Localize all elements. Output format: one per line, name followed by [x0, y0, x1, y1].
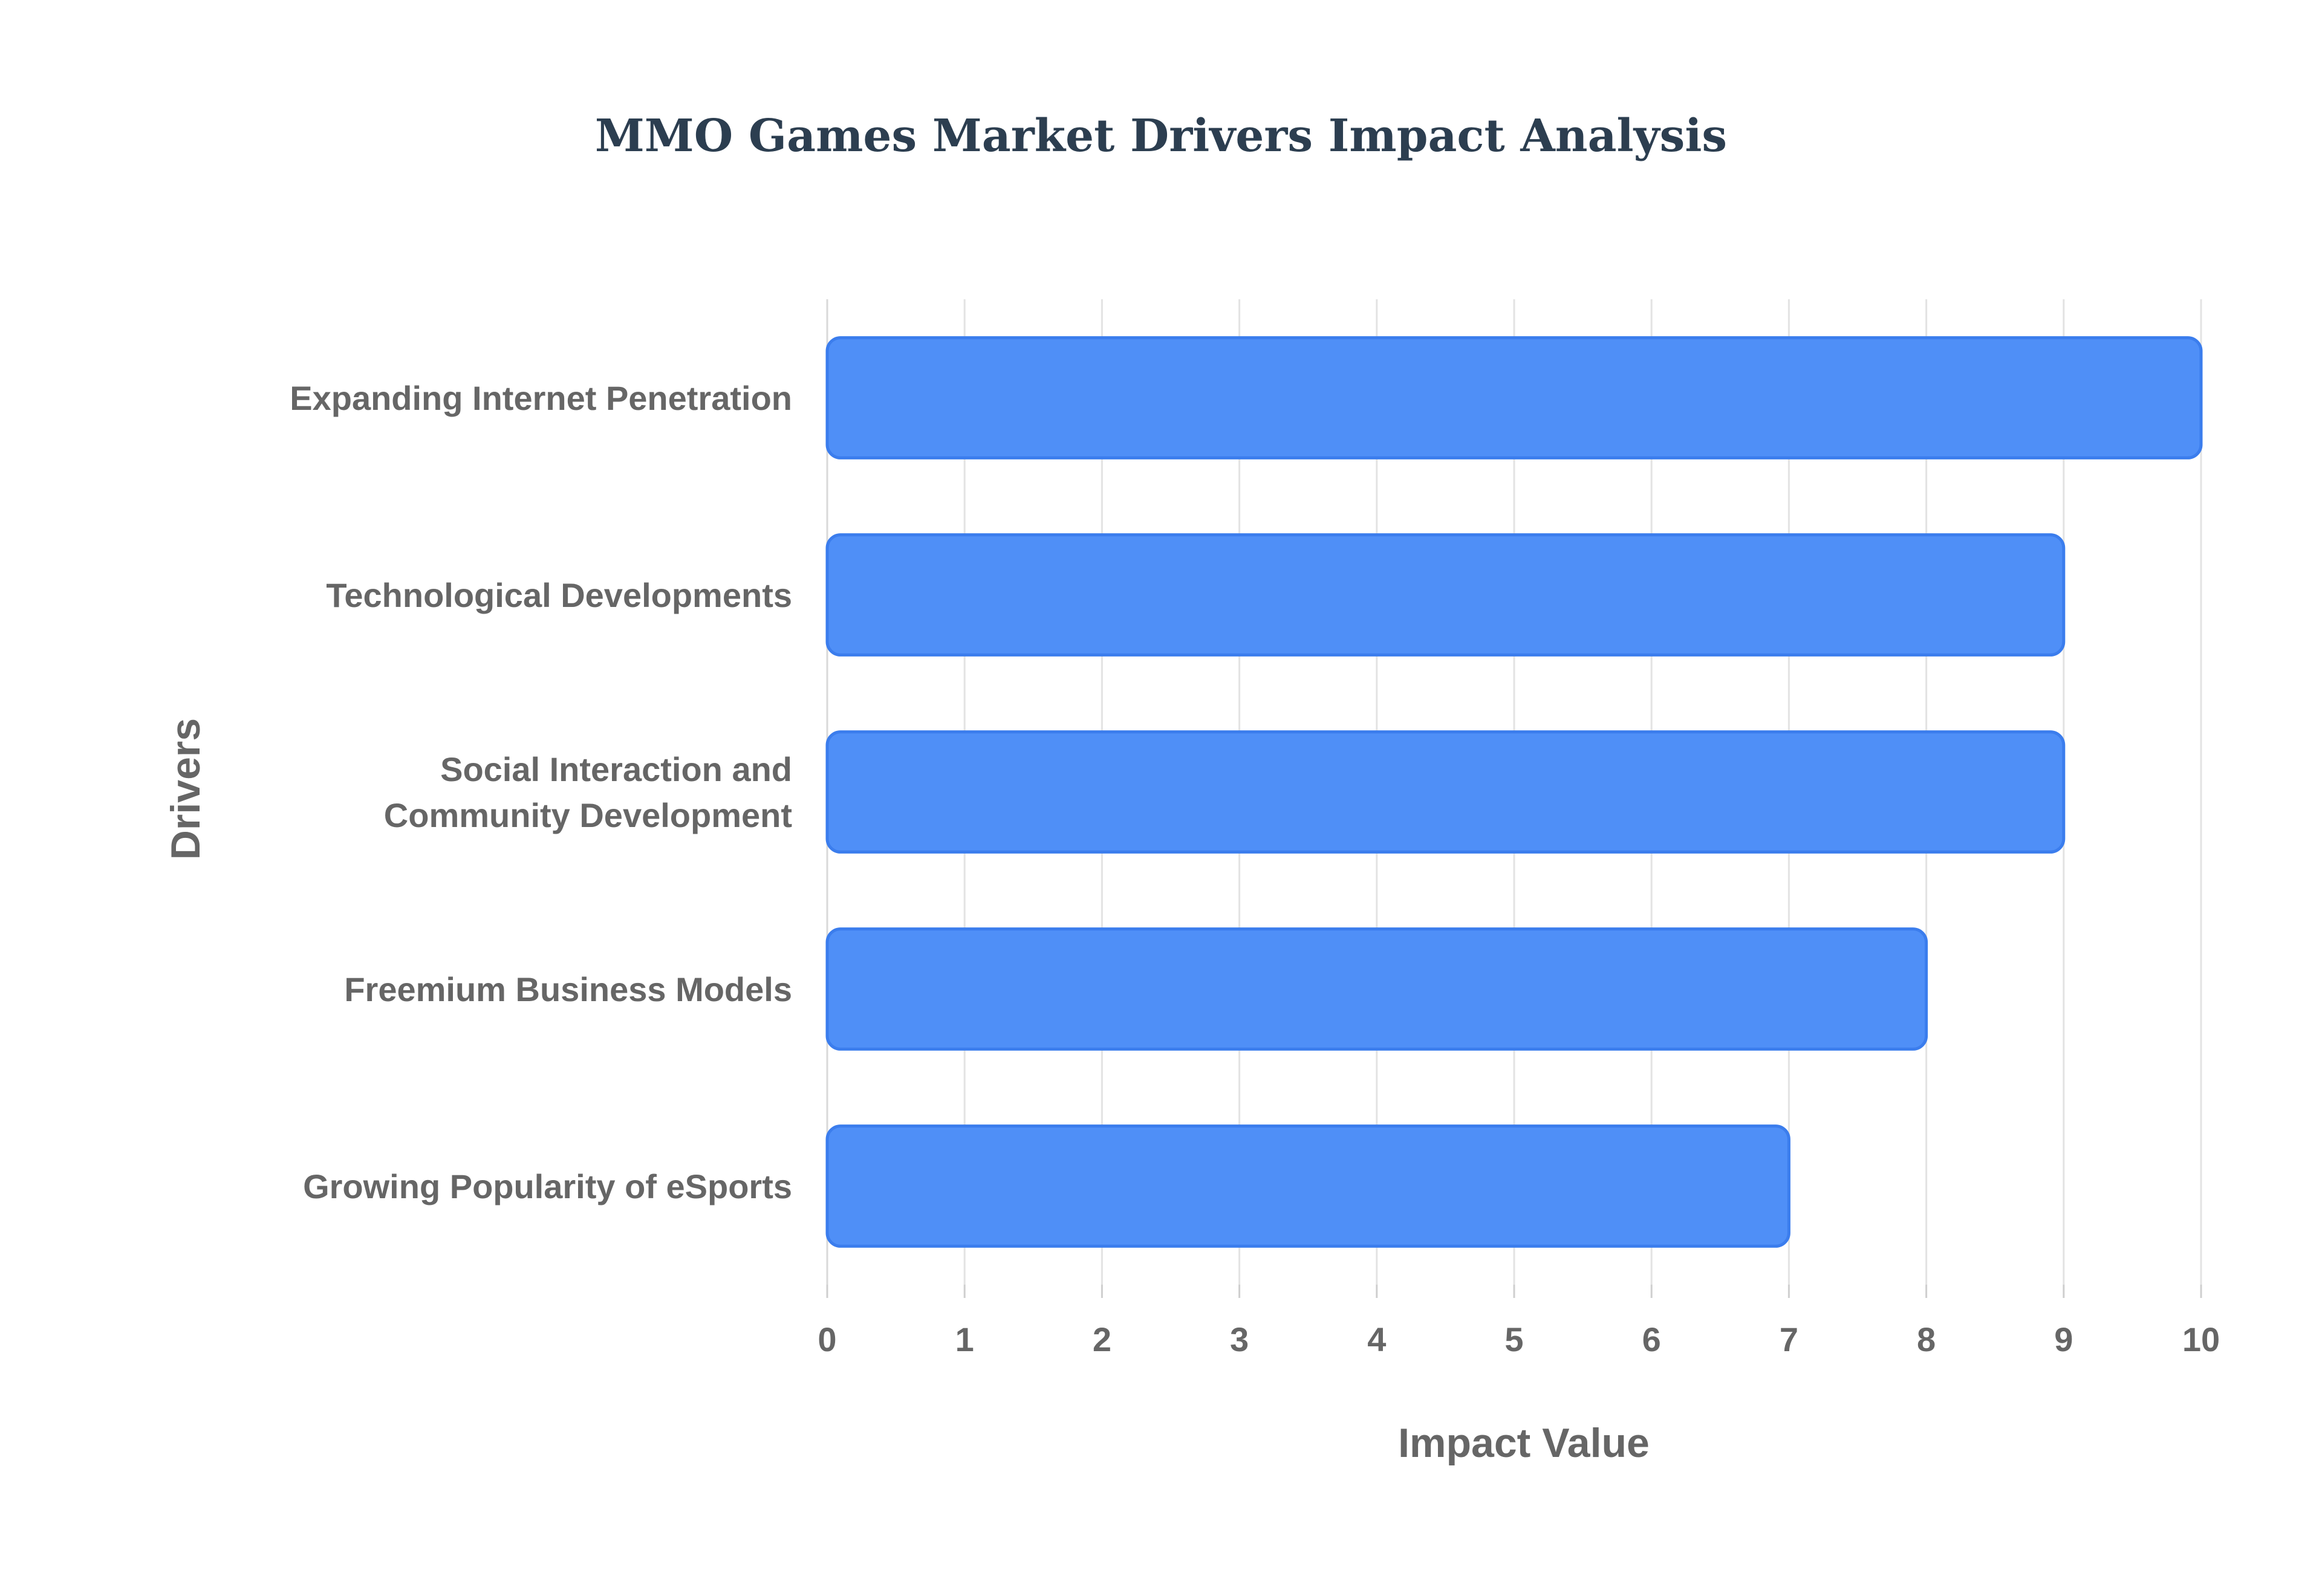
x-axis-ticks: 0 1 2 3 4 5 6 7 8 9 10	[818, 1285, 2220, 1358]
category-label: Technological Developments	[326, 576, 792, 614]
x-axis-title: Impact Value	[1398, 1420, 1650, 1466]
category-label: Social Interaction and	[440, 750, 792, 788]
x-tick-label: 10	[2182, 1320, 2220, 1358]
bar	[825, 927, 1928, 1051]
x-tick-label: 7	[1780, 1320, 1798, 1358]
chart-title: MMO Games Market Drivers Impact Analysis	[595, 110, 1727, 162]
bars	[825, 336, 2203, 1248]
bar	[825, 730, 2066, 854]
category-label: Growing Popularity of eSports	[303, 1167, 792, 1205]
category-label: Expanding Internet Penetration	[290, 379, 792, 417]
x-tick-label: 6	[1642, 1320, 1661, 1358]
x-tick-label: 9	[2054, 1320, 2073, 1358]
x-tick-label: 8	[1917, 1320, 1936, 1358]
bar	[825, 336, 2203, 459]
bar	[825, 1124, 1790, 1248]
x-tick-label: 5	[1504, 1320, 1523, 1358]
x-tick-label: 2	[1093, 1320, 1111, 1358]
bar	[825, 533, 2066, 657]
y-axis-title: Drivers	[163, 718, 209, 860]
category-label: Freemium Business Models	[344, 970, 792, 1008]
x-tick-label: 1	[955, 1320, 974, 1358]
x-tick-label: 4	[1367, 1320, 1386, 1358]
x-tick-label: 3	[1230, 1320, 1249, 1358]
category-label: Community Development	[384, 796, 792, 834]
x-tick-label: 0	[818, 1320, 836, 1358]
y-axis-categories: Expanding Internet Penetration Technologi…	[290, 379, 792, 1205]
